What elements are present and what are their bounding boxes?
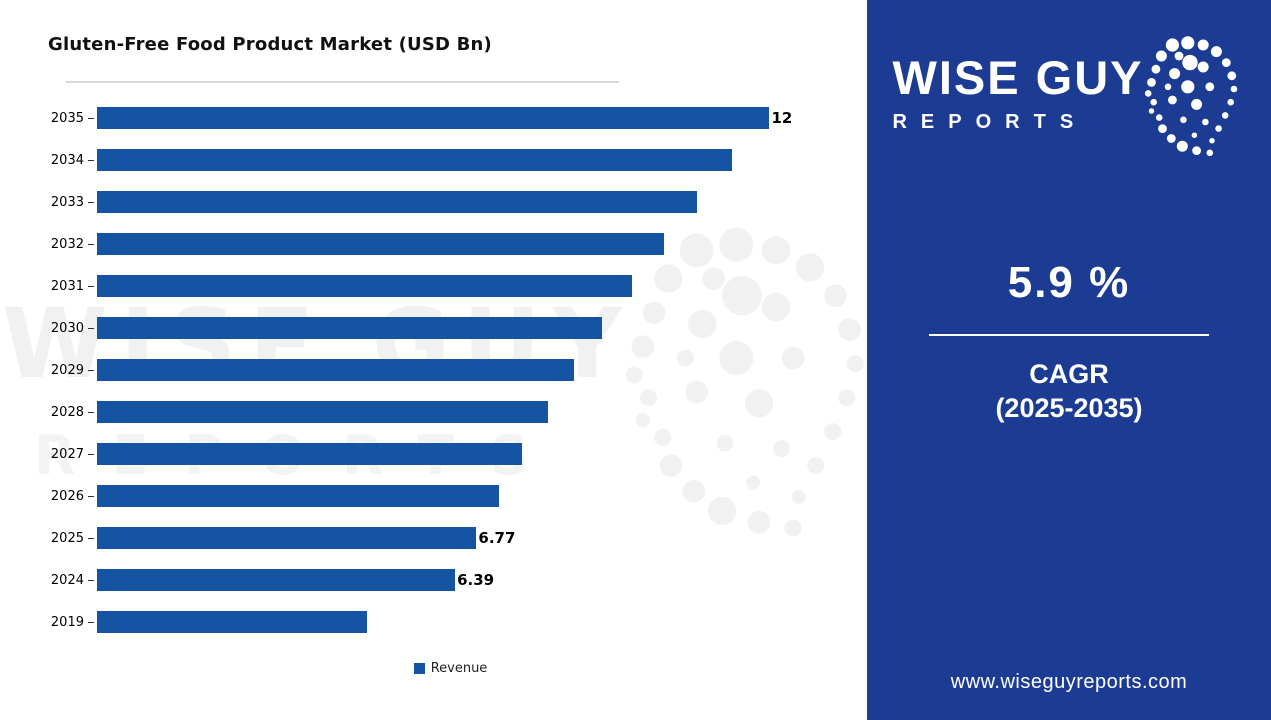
y-axis-tick <box>88 327 94 329</box>
cagr-value: 5.9 % <box>1007 258 1131 307</box>
bar-row: 2034 <box>48 139 853 181</box>
bar-row: 2035 12 <box>48 97 853 139</box>
bar-track <box>97 401 853 423</box>
revenue-bar-2034 <box>97 149 732 171</box>
y-axis-label: 2028 <box>50 404 84 420</box>
cagr-divider <box>929 334 1209 336</box>
bar-row: 2033 <box>48 181 853 223</box>
legend-marker <box>413 663 425 674</box>
bar-row: 2027 <box>48 433 853 475</box>
bar-row: 2025 6.77 <box>48 517 853 559</box>
bar-row: 2032 <box>48 223 853 265</box>
revenue-bar-2027 <box>97 443 523 465</box>
logo-text: WISE GUY REPORTS <box>892 54 1143 134</box>
revenue-bar-2029 <box>97 359 574 381</box>
bar-row: 2019 <box>48 601 853 643</box>
y-axis-label: 2033 <box>50 194 84 210</box>
bar-track <box>97 485 853 507</box>
bar-row: 2030 <box>48 307 853 349</box>
bar-track <box>97 191 853 213</box>
revenue-bar-2028 <box>97 401 548 423</box>
bar-track <box>97 443 853 465</box>
bar-row: 2024 6.39 <box>48 559 853 601</box>
revenue-bar-2019 <box>97 611 368 633</box>
bar-row: 2029 <box>48 349 853 391</box>
chart-title: Gluten-Free Food Product Market (USD Bn) <box>48 34 492 55</box>
sidebar: WISE GUY REPORTS 5.9 % CAGR (2025-2035) … <box>867 0 1271 720</box>
dotted-head-logo-icon <box>1144 36 1237 157</box>
revenue-bar-2025 <box>97 527 477 549</box>
revenue-bar-2032 <box>97 233 664 255</box>
bar-track: 6.39 <box>97 569 853 591</box>
legend: Revenue <box>48 661 853 676</box>
bar-track <box>97 233 853 255</box>
y-axis-label: 2019 <box>50 614 84 630</box>
y-axis-tick <box>88 369 94 371</box>
legend-label: Revenue <box>430 661 488 676</box>
bar-track <box>97 611 853 633</box>
bar-value-label: 6.39 <box>457 571 495 589</box>
y-axis-label: 2031 <box>50 278 84 294</box>
bar-track <box>97 275 853 297</box>
y-axis-tick <box>88 579 94 581</box>
logo-subtitle: REPORTS <box>892 111 1088 133</box>
title-divider <box>66 81 619 83</box>
y-axis-label: 2032 <box>50 236 84 252</box>
revenue-bar-2024 <box>97 569 456 591</box>
y-axis-tick <box>88 453 94 455</box>
y-axis-tick <box>88 411 94 413</box>
bar-row: 2026 <box>48 475 853 517</box>
cagr-block: 5.9 % CAGR (2025-2035) <box>929 258 1209 426</box>
y-axis-tick <box>88 117 94 119</box>
brand-logo: WISE GUY REPORTS <box>892 34 1245 166</box>
cagr-label-line1: CAGR <box>1029 359 1109 389</box>
bar-value-label: 12 <box>771 109 793 127</box>
y-axis-label: 2030 <box>50 320 84 336</box>
y-axis-label: 2026 <box>50 488 84 504</box>
y-axis-label: 2035 <box>50 110 84 126</box>
bar-value-label: 6.77 <box>478 529 516 547</box>
bar-row: 2028 <box>48 391 853 433</box>
bar-track: 6.77 <box>97 527 853 549</box>
cagr-label-line2: (2025-2035) <box>995 392 1143 423</box>
bar-track <box>97 359 853 381</box>
y-axis-label: 2034 <box>50 152 84 168</box>
y-axis-tick <box>88 537 94 539</box>
y-axis-tick <box>88 285 94 287</box>
plot-area: 2035 12 2034 2033 2032 2031 2030 2029 2028 2027 20… <box>48 97 853 643</box>
y-axis-label: 2027 <box>50 446 84 462</box>
bar-track: 12 <box>97 107 853 129</box>
y-axis-tick <box>88 201 94 203</box>
bar-row: 2031 <box>48 265 853 307</box>
bar-track <box>97 149 853 171</box>
y-axis-tick <box>88 159 94 161</box>
y-axis-label: 2025 <box>50 530 84 546</box>
y-axis-tick <box>88 495 94 497</box>
chart-inner: Gluten-Free Food Product Market (USD Bn)… <box>48 34 853 676</box>
website-url: www.wiseguyreports.com <box>950 671 1188 693</box>
revenue-bar-2026 <box>97 485 499 507</box>
revenue-bar-2033 <box>97 191 698 213</box>
y-axis-tick <box>88 243 94 245</box>
revenue-bar-2030 <box>97 317 603 339</box>
y-axis-label: 2024 <box>50 572 84 588</box>
logo-title: WISE GUY <box>892 51 1144 104</box>
bar-track <box>97 317 853 339</box>
revenue-bar-2031 <box>97 275 633 297</box>
y-axis-label: 2029 <box>50 362 84 378</box>
cagr-label: CAGR (2025-2035) <box>995 358 1142 426</box>
y-axis-tick <box>88 621 94 623</box>
revenue-bar-2035 <box>97 107 770 129</box>
chart-section: WISE GUY REPORTS Gluten-Free Food Produc… <box>2 34 864 676</box>
